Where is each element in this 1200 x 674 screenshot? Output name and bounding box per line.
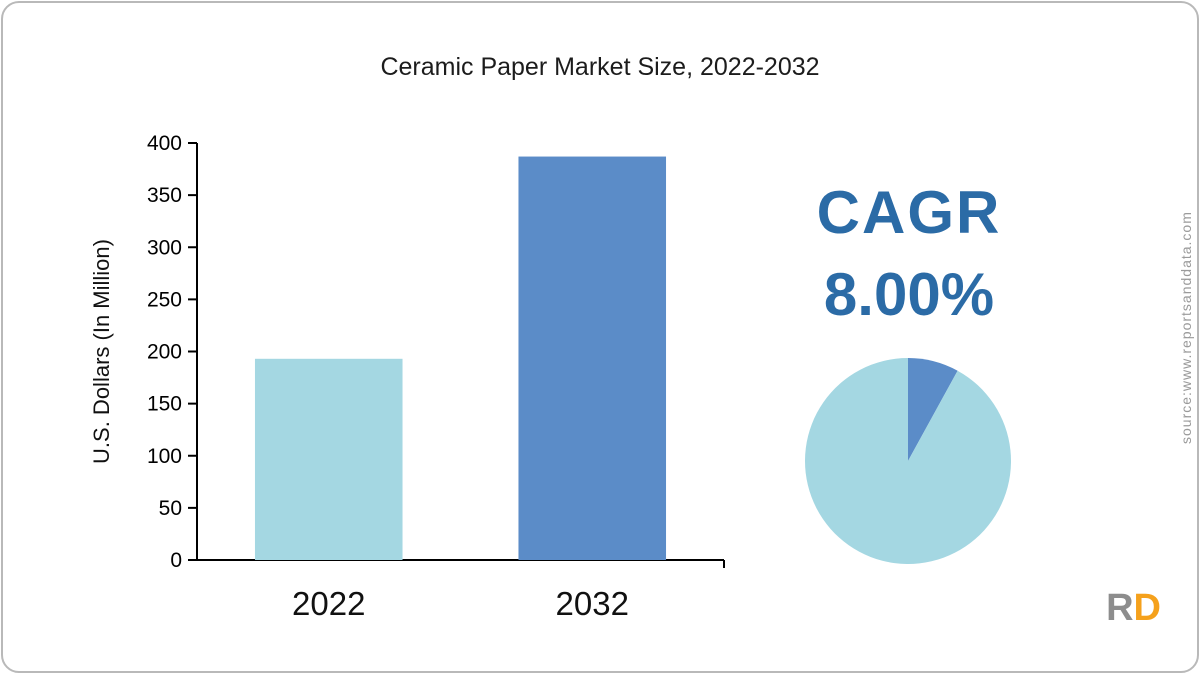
source-credit: source:www.reportsanddata.com: [1178, 211, 1194, 445]
y-tick-label: 150: [147, 393, 182, 416]
y-tick-label: 250: [147, 288, 182, 311]
y-tick-label: 200: [147, 341, 182, 364]
x-category-label: 2032: [556, 585, 629, 622]
bar-chart-svg: 0 50 100 150 200 250 300 350 400 2022 2032 U.S. Dol…: [89, 132, 725, 622]
y-tick-label: 100: [147, 445, 182, 468]
pie-chart-svg: [805, 358, 1012, 564]
pie-slice-1: [805, 358, 1012, 564]
cagr-block: CAGR 8.00%: [761, 183, 1057, 325]
cagr-value: 8.00%: [823, 261, 995, 328]
logo-letter-r: R: [1106, 587, 1134, 629]
y-tick-label: 400: [147, 132, 182, 155]
y-tick-label: 0: [170, 549, 182, 572]
y-axis-title: U.S. Dollars (In Million): [89, 239, 114, 464]
cagr-label: CAGR: [816, 179, 1002, 246]
pie-slice-0: [908, 358, 958, 461]
bar-chart: 0 50 100 150 200 250 300 350 400 2022 2032 U.S. Dol…: [79, 115, 759, 635]
bar-2022: [254, 358, 403, 560]
chart-title: Ceramic Paper Market Size, 2022-2032: [380, 53, 820, 81]
y-tick-label: 50: [159, 497, 182, 520]
brand-logo: RD: [1106, 589, 1161, 627]
logo-letter-d: D: [1133, 587, 1161, 629]
x-category-label: 2022: [292, 585, 365, 622]
pie-chart: [802, 355, 1014, 567]
y-tick-label: 300: [147, 236, 182, 259]
y-tick-label: 350: [147, 184, 182, 207]
bar-2032: [518, 156, 667, 561]
